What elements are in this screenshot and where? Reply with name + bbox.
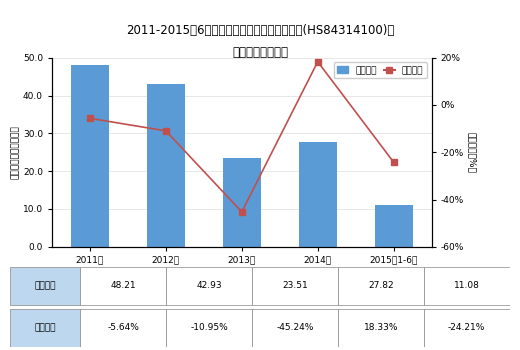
FancyBboxPatch shape (338, 309, 424, 346)
Text: 48.21: 48.21 (110, 281, 136, 290)
Text: -24.21%: -24.21% (448, 323, 485, 332)
Legend: 进口金额, 同比增长: 进口金额, 同比增长 (333, 62, 427, 78)
FancyBboxPatch shape (252, 267, 338, 304)
Bar (223, 158, 261, 247)
Bar (147, 84, 185, 247)
Y-axis label: 进口金额（百万美元）: 进口金额（百万美元） (11, 125, 20, 179)
Text: 27.82: 27.82 (368, 281, 394, 290)
FancyBboxPatch shape (80, 267, 166, 304)
FancyBboxPatch shape (252, 309, 338, 346)
FancyBboxPatch shape (424, 309, 510, 346)
Text: 进口金额: 进口金额 (35, 281, 56, 290)
FancyBboxPatch shape (166, 309, 252, 346)
Text: 11.08: 11.08 (454, 281, 479, 290)
FancyBboxPatch shape (424, 267, 510, 304)
Bar (298, 142, 337, 247)
Text: 42.93: 42.93 (196, 281, 222, 290)
Text: 同比增长: 同比增长 (35, 323, 56, 332)
Bar (374, 205, 413, 247)
Text: 23.51: 23.51 (282, 281, 308, 290)
FancyBboxPatch shape (10, 309, 80, 346)
FancyBboxPatch shape (338, 267, 424, 304)
Text: 18.33%: 18.33% (363, 323, 398, 332)
FancyBboxPatch shape (166, 267, 252, 304)
FancyBboxPatch shape (80, 309, 166, 346)
Bar (71, 64, 109, 247)
FancyBboxPatch shape (10, 267, 80, 304)
Text: -5.64%: -5.64% (107, 323, 139, 332)
Text: -45.24%: -45.24% (276, 323, 314, 332)
Text: 口总额及增速统计: 口总额及增速统计 (232, 46, 288, 58)
Text: -10.95%: -10.95% (190, 323, 228, 332)
Text: 2011-2015年6月戽斗、夹斗、抓斗及其他铲斗(HS84314100)进: 2011-2015年6月戽斗、夹斗、抓斗及其他铲斗(HS84314100)进 (126, 25, 394, 37)
Y-axis label: 同比增长（%）: 同比增长（%） (467, 132, 476, 173)
